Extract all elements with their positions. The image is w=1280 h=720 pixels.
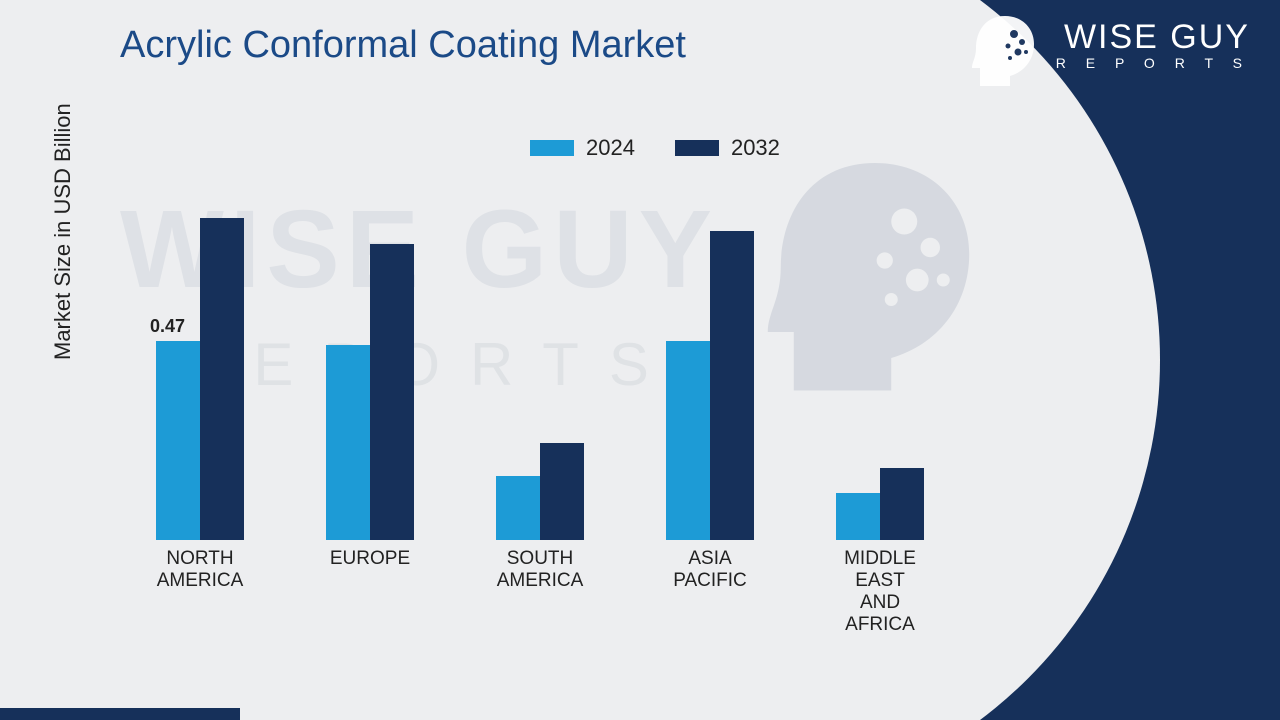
- bar-series2: [540, 443, 584, 540]
- bar-series1: [496, 476, 540, 540]
- brand-logo-top: WISE GUY: [1056, 18, 1250, 57]
- x-label: EUROPE: [300, 548, 440, 570]
- legend-swatch-2032: [675, 140, 719, 156]
- legend: 2024 2032: [530, 135, 780, 161]
- bar-group: [820, 468, 940, 540]
- bar-series1: [156, 341, 200, 540]
- plot-area: 0.47: [120, 180, 940, 540]
- x-label: MIDDLEEASTANDAFRICA: [810, 548, 950, 635]
- brand-head-icon: [970, 12, 1040, 92]
- brand-logo: WISE GUY R E P O R T S: [1056, 18, 1250, 71]
- x-label: SOUTHAMERICA: [470, 548, 610, 592]
- bar-group: [140, 218, 260, 540]
- legend-item-2032: 2032: [675, 135, 780, 161]
- x-label: ASIAPACIFIC: [640, 548, 780, 592]
- legend-item-2024: 2024: [530, 135, 635, 161]
- bottom-accent-bar: [0, 708, 240, 720]
- bar-series1: [836, 493, 880, 540]
- bar-series2: [200, 218, 244, 540]
- legend-label-2024: 2024: [586, 135, 635, 161]
- legend-swatch-2024: [530, 140, 574, 156]
- bar-series2: [710, 231, 754, 540]
- bar-value-label: 0.47: [150, 316, 185, 337]
- bar-series1: [326, 345, 370, 540]
- chart-area: Market Size in USD Billion 2024 2032 0.4…: [60, 130, 960, 600]
- page: WISE GUY R E P O R T S Acrylic Conformal…: [0, 0, 1280, 720]
- bar-group: [650, 231, 770, 540]
- brand-logo-sub: R E P O R T S: [1056, 55, 1250, 71]
- bar-group: [310, 244, 430, 540]
- bar-series2: [880, 468, 924, 540]
- bar-group: [480, 443, 600, 540]
- legend-label-2032: 2032: [731, 135, 780, 161]
- chart-title: Acrylic Conformal Coating Market: [120, 24, 686, 67]
- y-axis-label: Market Size in USD Billion: [50, 103, 76, 360]
- bar-series2: [370, 244, 414, 540]
- bar-series1: [666, 341, 710, 540]
- x-label: NORTHAMERICA: [130, 548, 270, 592]
